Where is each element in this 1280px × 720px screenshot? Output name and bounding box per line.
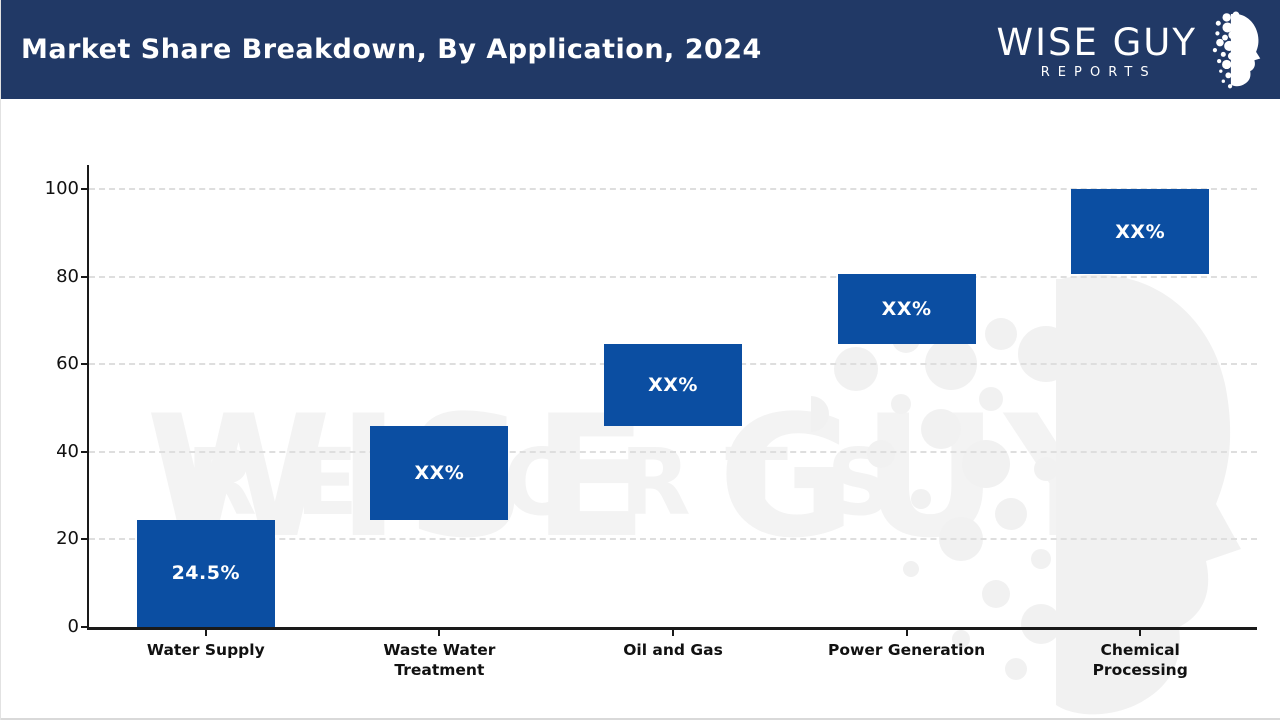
x-tickmark <box>438 628 441 636</box>
y-tickmark <box>81 626 89 628</box>
bar-value-label: XX% <box>414 461 465 484</box>
y-tick-label: 0 <box>67 616 79 637</box>
gridline <box>89 188 1257 190</box>
logo-subtitle: REPORTS <box>1040 64 1157 80</box>
page-title: Market Share Breakdown, By Application, … <box>21 34 762 65</box>
gridline <box>89 450 1257 453</box>
gridline <box>89 538 1257 541</box>
bar-value-label: 24.5% <box>171 562 240 585</box>
x-tick-label: Power Generation <box>828 641 986 659</box>
y-axis-line <box>87 165 89 629</box>
bar: XX% <box>370 425 509 520</box>
x-tickmark <box>672 628 674 636</box>
bar-value-label: XX% <box>1115 220 1166 243</box>
y-tickmark <box>81 363 89 366</box>
y-tickmark <box>81 538 89 541</box>
x-tick-label: Oil and Gas <box>623 641 723 659</box>
y-tick-label: 100 <box>44 178 79 199</box>
watermark-subtitle: REPORTS <box>186 429 932 536</box>
x-tickmark <box>204 628 207 636</box>
x-axis-line <box>87 627 1257 630</box>
y-tickmark <box>81 275 89 278</box>
bar: XX% <box>837 274 976 345</box>
y-tick-label: 40 <box>56 440 79 462</box>
x-tickmark <box>1139 628 1142 636</box>
header-bar: Market Share Breakdown, By Application, … <box>1 0 1280 99</box>
wise-guy-logo: WISE GUY REPORTS <box>997 8 1267 94</box>
y-tickmark <box>81 450 89 453</box>
y-tick-label: 60 <box>56 353 79 375</box>
bar-value-label: XX% <box>881 298 932 321</box>
logo-wordmark: WISE GUY <box>996 20 1197 64</box>
y-tick-label: 20 <box>56 528 79 550</box>
chart-area: WISE GUY REPORTS 0 20 40 60 80 100 24.5% Water … <box>1 99 1280 718</box>
bar: 24.5% <box>136 519 275 627</box>
dotted-face-icon <box>1212 11 1261 89</box>
bar-value-label: XX% <box>648 373 698 396</box>
y-tickmark <box>81 188 89 190</box>
bar: XX% <box>604 344 742 426</box>
x-tick-label: Water Supply <box>146 641 265 659</box>
gridline <box>89 275 1257 278</box>
logo-text: WISE GUY REPORTS <box>996 20 1197 80</box>
x-tick-label: Chemical Processing <box>1092 641 1188 679</box>
x-tick-label: Waste Water Treatment <box>383 641 496 679</box>
footer-divider <box>1 718 1280 720</box>
x-tickmark <box>905 628 908 636</box>
bar: XX% <box>1071 189 1210 275</box>
y-tick-label: 80 <box>56 265 79 287</box>
